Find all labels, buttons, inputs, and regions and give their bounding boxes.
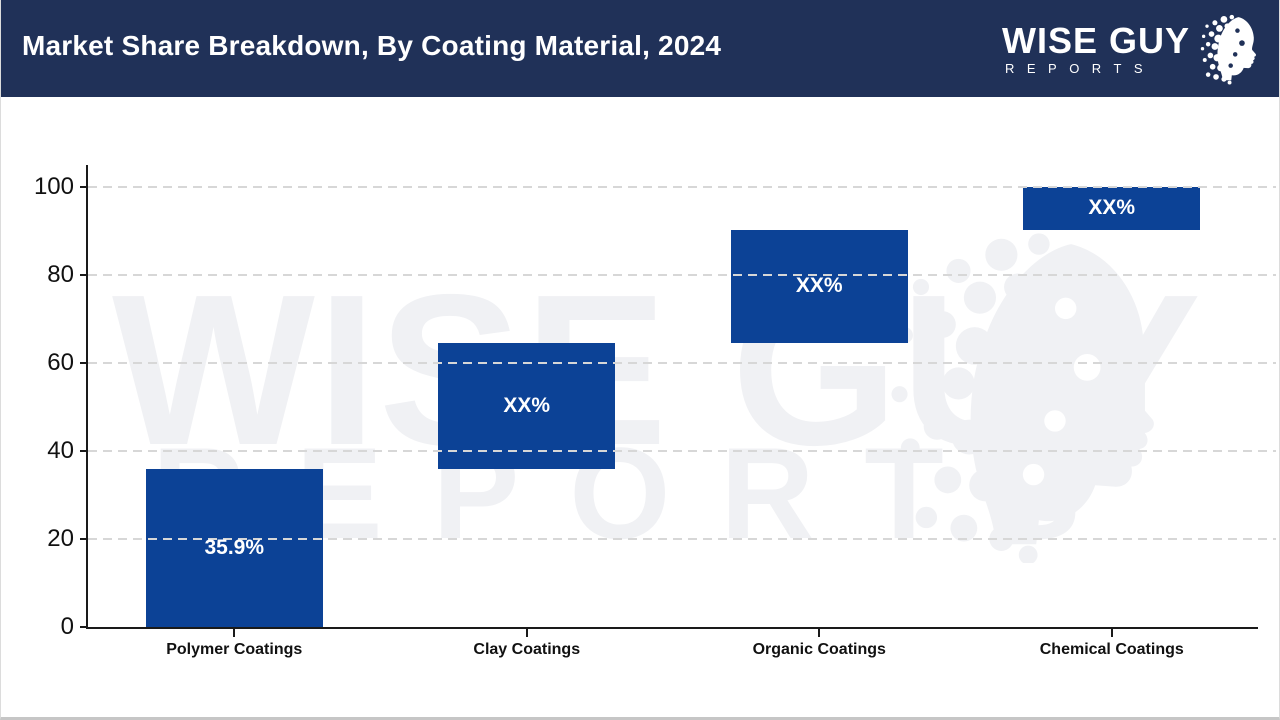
bar-value-label: XX% <box>1088 196 1136 220</box>
logo-face-icon <box>1200 14 1257 85</box>
y-tick-label: 40 <box>47 437 74 464</box>
gridline-80 <box>88 274 1276 276</box>
y-axis-tick <box>80 186 88 188</box>
bar-clay-coatings <box>438 343 616 470</box>
y-axis-tick <box>80 274 88 276</box>
x-axis-line <box>86 627 1258 629</box>
logo-wordmark: WISE GUY <box>1001 19 1190 61</box>
gridline-40 <box>88 450 1276 452</box>
y-axis-tick <box>80 538 88 540</box>
bar-polymer-coatings <box>145 469 323 627</box>
x-tick-label: Polymer Coatings <box>166 641 303 658</box>
logo-subtext: REPORTS <box>1004 60 1156 76</box>
y-tick-label: 20 <box>47 525 74 552</box>
gridline-60 <box>88 362 1276 364</box>
y-axis-tick <box>80 362 88 364</box>
x-axis-tick <box>233 629 236 637</box>
x-axis-tick <box>1110 629 1113 637</box>
gridline-20 <box>88 538 1276 540</box>
y-tick-label: 0 <box>60 613 74 640</box>
y-axis-line <box>86 165 88 629</box>
y-axis-tick <box>80 450 88 452</box>
x-tick-label: Organic Coatings <box>752 641 886 658</box>
y-tick-label: 100 <box>33 173 74 200</box>
x-tick-label: Chemical Coatings <box>1039 641 1184 658</box>
page-title: Market Share Breakdown, By Coating Mater… <box>22 29 722 61</box>
bar-organic-coatings <box>730 229 908 344</box>
bar-value-label: 35.9% <box>204 536 265 559</box>
x-tick-label: Clay Coatings <box>473 641 581 658</box>
brand-logo: WISE GUY REPORTS <box>1002 12 1260 86</box>
x-axis-tick <box>525 629 528 637</box>
x-axis-tick <box>818 629 821 637</box>
header: Market Share Breakdown, By Coating Mater… <box>0 0 1280 97</box>
bar-value-label: XX% <box>503 394 551 418</box>
gridline-100 <box>88 186 1276 188</box>
y-tick-label: 80 <box>47 261 74 288</box>
bar-chemical-coatings <box>1023 187 1201 230</box>
y-axis-tick <box>80 626 88 628</box>
bar-value-label: XX% <box>795 274 843 298</box>
y-tick-label: 60 <box>47 349 74 376</box>
